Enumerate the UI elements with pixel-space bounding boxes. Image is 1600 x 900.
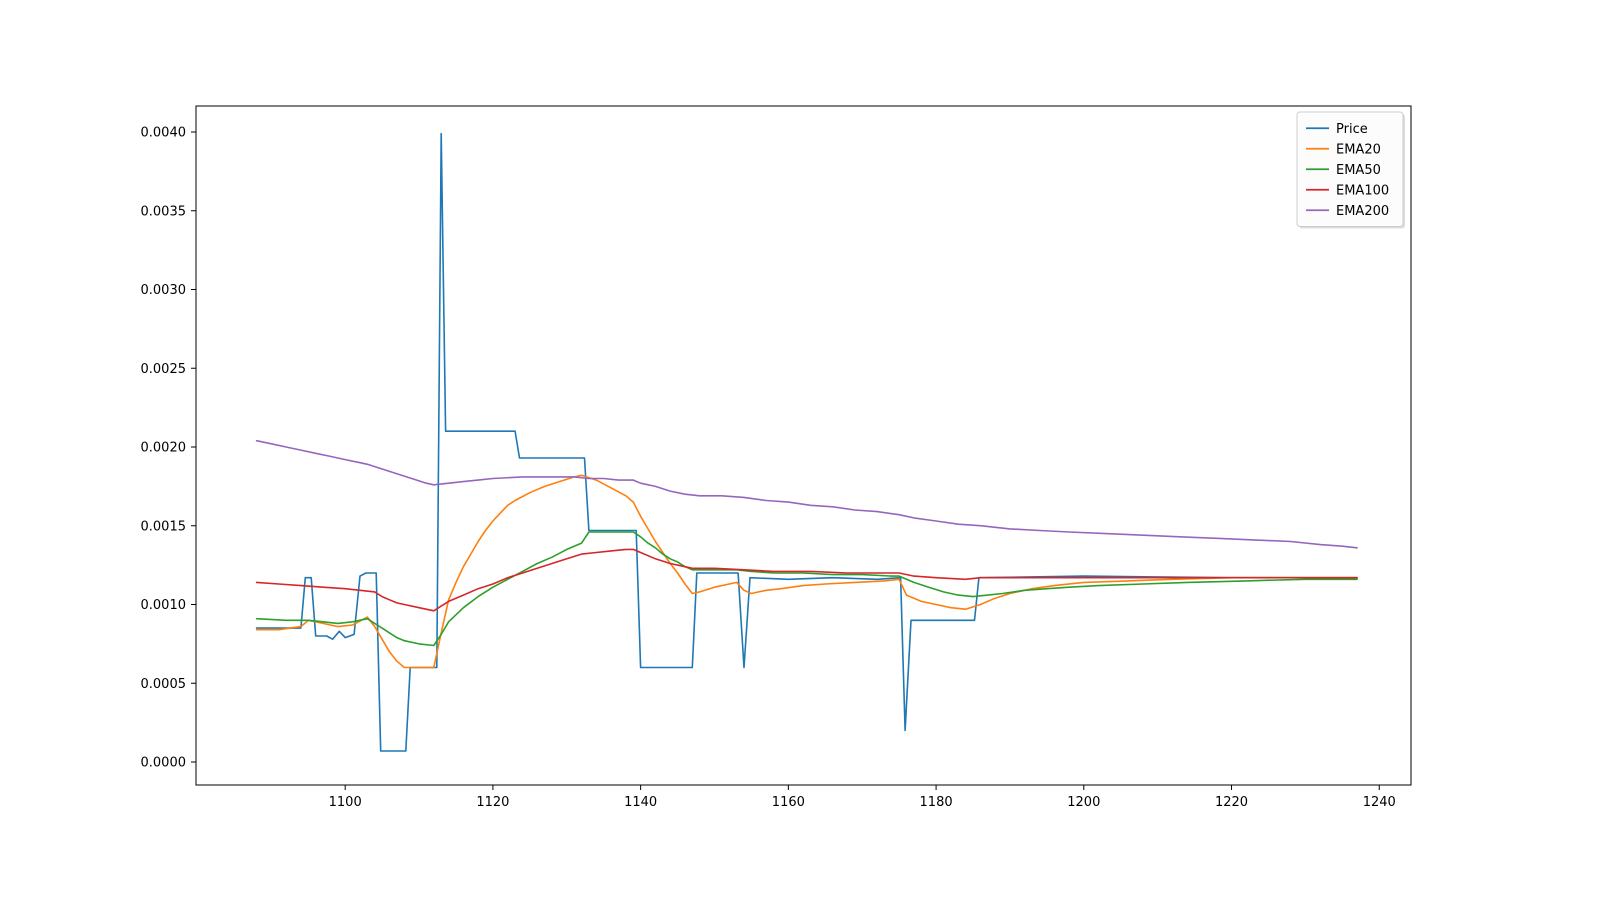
series-line-ema200 [255, 439, 1358, 549]
series-line-ema50 [255, 531, 1358, 647]
legend-item-ema100: EMA100 [1306, 183, 1389, 198]
legend-label: Price [1336, 122, 1368, 137]
y-tick-label: 0.0010 [141, 598, 187, 613]
y-tick-label: 0.0030 [141, 283, 187, 298]
series-line-ema20 [255, 474, 1358, 669]
plot-area [195, 105, 1412, 786]
legend-item-price: Price [1306, 122, 1368, 137]
x-tick-label: 1120 [476, 795, 509, 810]
legend-label: EMA100 [1336, 183, 1389, 198]
series-line-price [255, 132, 1358, 752]
legend-item-ema50: EMA50 [1306, 163, 1381, 178]
series-line-ema100 [255, 548, 1358, 612]
legend-item-ema200: EMA200 [1306, 204, 1389, 219]
y-tick-label: 0.0040 [141, 126, 187, 141]
x-tick-label: 1240 [1363, 795, 1396, 810]
x-tick-label: 1200 [1067, 795, 1100, 810]
x-tick-label: 1140 [624, 795, 657, 810]
legend-label: EMA200 [1336, 204, 1389, 219]
y-tick-label: 0.0025 [141, 362, 187, 377]
x-tick-label: 1180 [920, 795, 953, 810]
legend-item-ema20: EMA20 [1306, 142, 1381, 157]
legend: Price EMA20 EMA50 EMA100 EMA200 [1296, 111, 1405, 229]
y-tick-label: 0.0000 [141, 756, 187, 771]
x-tick-label: 1100 [329, 795, 362, 810]
y-tick-label: 0.0020 [141, 441, 187, 456]
y-tick-label: 0.0005 [141, 677, 187, 692]
x-tick-label: 1160 [772, 795, 805, 810]
y-tick-label: 0.0015 [141, 519, 187, 534]
legend-box [1296, 111, 1404, 227]
legend-label: EMA50 [1336, 163, 1381, 178]
legend-label: EMA20 [1336, 142, 1381, 157]
y-tick-label: 0.0035 [141, 204, 187, 219]
x-tick-label: 1220 [1215, 795, 1248, 810]
